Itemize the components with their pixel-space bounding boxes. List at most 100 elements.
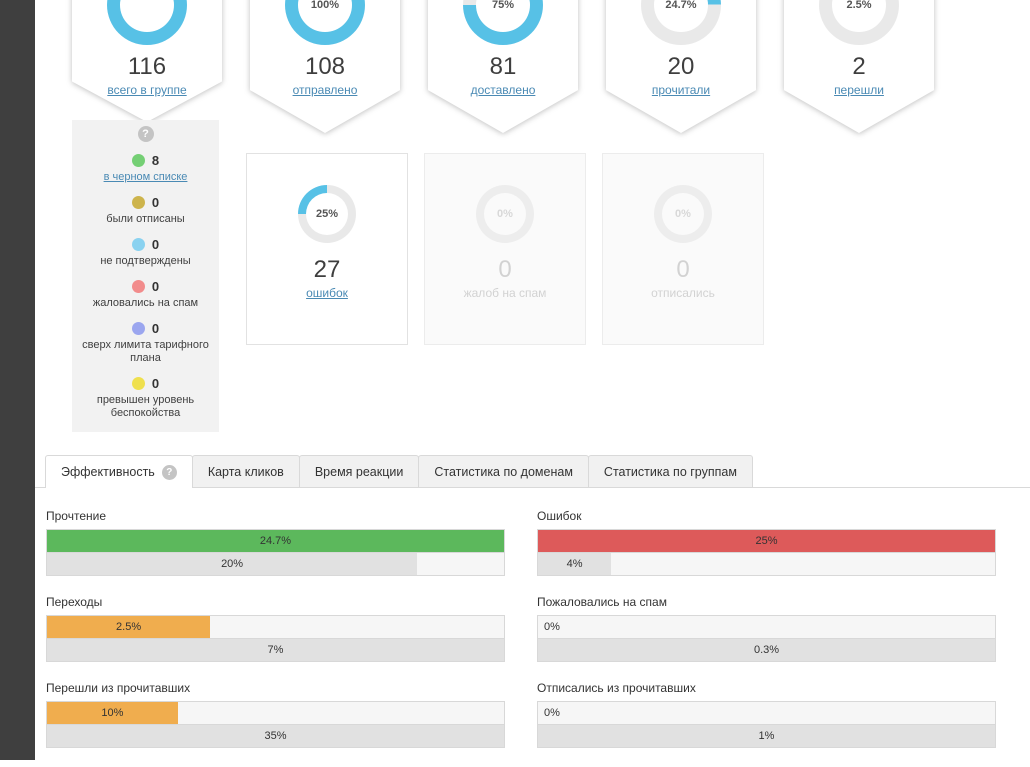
- bar-fill: [538, 725, 995, 747]
- bar-fill: [47, 530, 504, 552]
- stat-card-total: 116 всего в группе: [72, 0, 222, 122]
- bar-value-text: 2.5%: [116, 621, 142, 633]
- bar-value-text: 0%: [544, 707, 560, 719]
- legend-item-blacklist: 8 в черном списке: [72, 153, 219, 184]
- metric-unsub-from-read: Отписались из прочитавших 0% 1%: [537, 681, 996, 748]
- stat-link-total[interactable]: всего в группе: [107, 83, 187, 97]
- metric-clicked-from-read: Перешли из прочитавших 10% 35%: [46, 681, 505, 748]
- metrics-left-column: Прочтение 24.7% 20% Переходы 2.5%: [46, 509, 505, 767]
- donut-percent-label: 24.7%: [665, 0, 697, 11]
- metric-label: Прочтение: [46, 509, 106, 523]
- bar-fill: [47, 553, 418, 575]
- help-icon[interactable]: ?: [161, 464, 177, 480]
- campaign-stats-page: 116 всего в группе 100% 108 отправлено 7…: [35, 0, 1030, 760]
- bar-fill: [47, 639, 504, 661]
- donut-percent-label: 25%: [315, 208, 339, 220]
- bar-average-text: 35%: [264, 730, 287, 742]
- spam-dot-icon: [131, 280, 145, 293]
- bar-average-text: 20%: [221, 558, 244, 570]
- tab-domain-stats[interactable]: Статистика по доменам: [418, 455, 589, 487]
- help-icon[interactable]: ?: [137, 126, 154, 142]
- unconfirmed-dot-icon: [131, 238, 145, 251]
- stat-card-read: 24.7% 20 прочитали: [606, 0, 756, 133]
- unsubscribed-label: отписались: [651, 286, 715, 300]
- tab-reaction-time[interactable]: Время реакции: [298, 455, 420, 487]
- stat-value-total: 116: [127, 53, 167, 80]
- bar-fill: [538, 639, 995, 661]
- metric-errors: Ошибок 25% 4%: [537, 509, 996, 576]
- average-bar: 0.3%: [537, 638, 996, 662]
- tab-label: Статистика по группам: [603, 464, 737, 479]
- blacklist-link[interactable]: в черном списке: [103, 171, 188, 183]
- stat-value-sent: 108: [304, 53, 346, 80]
- donut-chart-clicked: 2.5%: [819, 0, 899, 45]
- bar-fill: [47, 702, 178, 724]
- bar-average-text: 7%: [267, 644, 284, 656]
- donut-percent-label: 0%: [497, 208, 513, 220]
- legend-count: 0: [151, 279, 160, 294]
- stat-link-delivered[interactable]: доставлено: [470, 83, 536, 97]
- stat-card-delivered: 75% 81 доставлено: [428, 0, 578, 133]
- tab-click-map[interactable]: Карта кликов: [191, 455, 300, 487]
- stat-value-read: 20: [667, 53, 695, 80]
- stat-link-clicked[interactable]: перешли: [834, 83, 884, 97]
- donut-percent-label: 75%: [491, 0, 515, 11]
- average-bar: 20%: [46, 552, 505, 576]
- metric-label: Отписались из прочитавших: [537, 681, 696, 695]
- bar-fill: [538, 553, 612, 575]
- average-bar: 7%: [46, 638, 505, 662]
- legend-count: 0: [151, 376, 160, 391]
- bar-fill: [538, 530, 995, 552]
- stats-tabbar: Эффективность ? Карта кликов Время реакц…: [45, 455, 753, 488]
- donut-percent-label: 2.5%: [846, 0, 872, 11]
- bar-value-text: 10%: [101, 707, 124, 719]
- metric-label: Пожаловались на спам: [537, 595, 667, 609]
- tab-label: Статистика по доменам: [434, 464, 573, 479]
- metric-spam-complaints: Пожаловались на спам 0% 0.3%: [537, 595, 996, 662]
- blacklist-dot-icon: [131, 154, 145, 167]
- metric-label: Ошибок: [537, 509, 582, 523]
- bar-average-text: 1%: [758, 730, 775, 742]
- detail-card-spam: 0% 0 жалоб на спам: [424, 153, 586, 345]
- legend-panel: ? 8 в черном списке 0 были отписаны 0 не…: [72, 120, 219, 432]
- legend-count: 0: [151, 237, 160, 252]
- metric-reading: Прочтение 24.7% 20%: [46, 509, 505, 576]
- tab-group-stats[interactable]: Статистика по группам: [587, 455, 753, 487]
- legend-count: 0: [151, 195, 160, 210]
- stat-card-clicked: 2.5% 2 перешли: [784, 0, 934, 133]
- bar-value-text: 0%: [544, 621, 560, 633]
- bar-average-text: 0.3%: [753, 644, 780, 656]
- stat-value-clicked: 2: [852, 53, 866, 80]
- donut-chart-total: [107, 0, 187, 45]
- tab-label: Эффективность: [61, 465, 155, 479]
- metric-clicks: Переходы 2.5% 7%: [46, 595, 505, 662]
- donut-chart-unsubscribed: 0%: [654, 185, 712, 243]
- stat-link-sent[interactable]: отправлено: [292, 83, 358, 97]
- tab-effectiveness[interactable]: Эффективность ?: [45, 455, 193, 488]
- spam-value: 0: [498, 256, 512, 283]
- legend-label: не подтверждены: [100, 255, 191, 267]
- metric-label: Перешли из прочитавших: [46, 681, 191, 695]
- legend-label: превышен уровень беспокойства: [96, 394, 195, 419]
- bar-average-text: 4%: [566, 558, 583, 570]
- errors-link[interactable]: ошибок: [306, 286, 348, 300]
- detail-card-errors: 25% 27 ошибок: [246, 153, 408, 345]
- bar-fill: [47, 616, 211, 638]
- donut-percent-label: 0%: [675, 208, 691, 220]
- legend-item-spam-complaints: 0 жаловались на спам: [72, 279, 219, 310]
- spam-label: жалоб на спам: [463, 286, 547, 300]
- donut-chart-sent: 100%: [285, 0, 365, 45]
- stat-card-sent: 100% 108 отправлено: [250, 0, 400, 133]
- value-bar: 25%: [537, 529, 996, 553]
- average-bar: 4%: [537, 552, 996, 576]
- errors-value: 27: [313, 256, 341, 283]
- unsubscribed-dot-icon: [131, 196, 145, 209]
- stat-link-read[interactable]: прочитали: [651, 83, 711, 97]
- legend-count: 0: [151, 321, 160, 336]
- legend-item-unconfirmed: 0 не подтверждены: [72, 237, 219, 268]
- concern-dot-icon: [131, 377, 145, 390]
- tab-label: Карта кликов: [207, 464, 284, 479]
- value-bar: 24.7%: [46, 529, 505, 553]
- donut-chart-errors: 25%: [298, 185, 356, 243]
- effectiveness-metrics: Прочтение 24.7% 20% Переходы 2.5%: [46, 509, 996, 767]
